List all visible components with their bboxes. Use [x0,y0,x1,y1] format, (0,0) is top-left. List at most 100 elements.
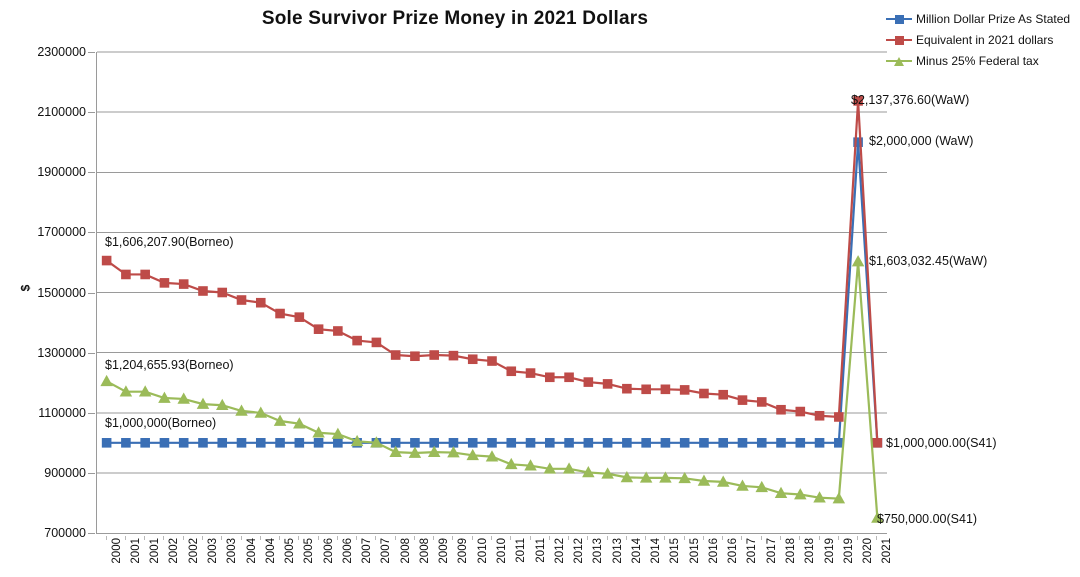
data-point [814,410,825,421]
y-tick-mark [88,352,95,354]
x-tick-label: 2016 [727,538,740,564]
legend-swatch-square-icon [886,34,912,46]
x-tick-label: 2005 [284,538,297,564]
series-canvas [97,51,887,523]
x-tick-mark [625,536,627,540]
x-tick-label: 2006 [341,538,354,564]
data-annotation: $1,606,207.90(Borneo) [105,235,234,249]
legend-item-2[interactable]: Minus 25% Federal tax [886,50,1076,71]
data-point [294,438,305,448]
x-tick-mark [760,536,762,540]
data-point [485,450,499,462]
data-point [524,459,537,471]
data-point [273,414,287,426]
y-tick-label: 700000 [44,526,86,540]
data-point [333,326,343,336]
x-tick-mark [221,536,223,540]
data-point [795,406,806,417]
data-point [756,397,767,407]
x-tick-mark [433,536,435,540]
legend-item-1[interactable]: Equivalent in 2021 dollars [886,29,1076,50]
data-point [294,312,305,322]
data-point [871,511,884,523]
data-point [622,383,632,394]
y-tick-mark [88,172,95,174]
data-point [235,404,248,416]
x-tick-mark [645,536,647,540]
x-tick-mark [394,536,396,540]
x-tick-label: 2008 [418,538,431,564]
data-point [140,438,150,448]
y-tick-mark [88,472,95,474]
x-tick-mark [664,536,666,540]
data-point [525,368,536,378]
y-tick-label: 1700000 [37,225,86,240]
x-tick-label: 2005 [303,538,316,564]
data-point [352,335,362,346]
y-tick-label: 1300000 [37,345,86,360]
data-point [371,337,382,348]
data-annotation: $750,000.00(S41) [877,512,978,526]
x-tick-mark [413,536,415,540]
data-point [159,438,170,448]
x-tick-mark [568,536,570,540]
x-tick-label: 2018 [785,538,798,564]
data-point [545,372,555,383]
x-tick-mark [548,536,550,540]
x-tick-label: 2012 [573,538,586,564]
data-point [119,385,133,397]
data-point [543,462,557,474]
x-tick-mark [259,536,261,540]
data-point [467,438,478,448]
x-tick-label: 2014 [650,538,663,564]
data-point [659,471,672,483]
data-annotation: $1,000,000(Borneo) [105,416,217,430]
data-point [506,366,517,377]
data-point [583,438,594,448]
x-tick-label: 2016 [707,538,720,564]
data-point [755,480,769,493]
data-point [814,438,825,448]
data-point [737,395,748,405]
legend-item-0[interactable]: Million Dollar Prize As Stated [886,8,1076,29]
data-point [121,438,131,448]
data-annotation: $2,000,000 (WaW) [869,134,974,148]
data-point [196,397,210,409]
data-point [236,438,247,448]
y-tick-label: 1500000 [37,285,86,300]
data-point [679,385,690,395]
x-tick-label: 2019 [823,538,836,564]
data-point [275,438,285,448]
data-point [313,324,324,334]
x-tick-label: 2009 [438,538,451,564]
x-tick-label: 2008 [399,538,412,564]
data-point [410,438,420,448]
data-point [813,491,826,503]
data-point [178,438,189,448]
x-tick-label: 2011 [534,538,547,563]
data-point [602,379,613,389]
x-tick-mark [780,536,782,540]
data-point [602,438,613,448]
y-tick-label: 2100000 [37,105,86,120]
data-point [776,438,786,448]
data-point [620,470,634,483]
data-point [138,385,152,397]
y-tick-mark [88,412,95,414]
x-tick-mark [356,536,358,540]
data-point [177,392,190,404]
data-point [697,474,711,486]
data-point [448,438,459,448]
x-tick-label: 2002 [168,538,181,564]
data-point [255,297,266,308]
x-tick-mark [722,536,724,540]
x-tick-label: 2007 [361,538,374,564]
y-tick-mark [88,533,95,534]
data-point [736,479,749,491]
series-line-2 [106,261,879,519]
data-point [562,462,576,474]
x-tick-label: 2021 [881,538,894,564]
data-point [641,384,651,395]
data-point [370,436,383,448]
data-point [622,438,632,448]
